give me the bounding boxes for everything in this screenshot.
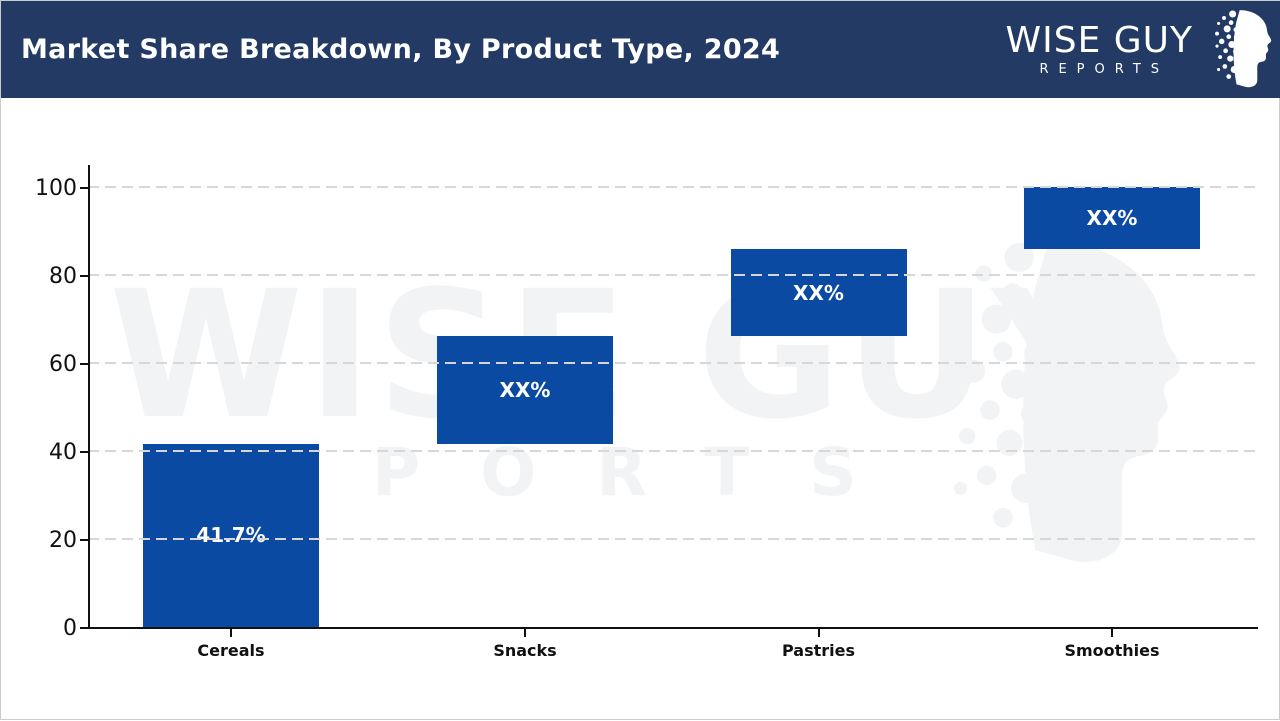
watermark-brand-name: WISE GUY [109, 253, 1124, 458]
bar-snacks: XX% [437, 335, 613, 444]
bar-value-label: 41.7% [196, 523, 266, 548]
y-tick-label-80: 80 [49, 264, 77, 289]
y-tick-label-0: 0 [63, 616, 77, 641]
brand-name: WISE GUY [1005, 20, 1193, 61]
gridline-80 [88, 274, 1258, 276]
bar-value-label: XX% [1086, 206, 1138, 231]
bar-smoothies: XX% [1024, 187, 1200, 250]
y-tick-20 [80, 539, 88, 541]
header-bar: Market Share Breakdown, By Product Type,… [1, 1, 1280, 98]
bar-value-label: XX% [499, 377, 551, 402]
x-tick-pastries [817, 629, 820, 637]
y-tick-label-100: 100 [35, 176, 77, 201]
x-label-snacks: Snacks [493, 641, 557, 660]
x-tick-cereals [230, 629, 232, 637]
x-axis-line [88, 627, 1258, 629]
x-tick-smoothies [1111, 629, 1113, 637]
dotted-face-icon [1215, 10, 1272, 88]
bar-pastries: XX% [730, 249, 907, 336]
x-label-smoothies: Smoothies [1064, 641, 1160, 660]
gridline-40 [88, 450, 1258, 452]
gridline-20 [88, 538, 1258, 540]
y-tick-40 [80, 451, 88, 453]
bar-value-label: XX% [793, 280, 844, 305]
y-tick-60 [80, 363, 88, 365]
y-tick-label-60: 60 [49, 352, 77, 377]
chart-title: Market Share Breakdown, By Product Type,… [21, 34, 781, 65]
x-tick-snacks [524, 629, 526, 637]
gridline-60 [88, 362, 1258, 364]
x-label-cereals: Cereals [197, 641, 265, 660]
x-label-pastries: Pastries [781, 641, 855, 660]
bar-cereals: 41.7% [143, 443, 319, 627]
y-tick-100 [80, 187, 88, 189]
y-tick-label-40: 40 [49, 440, 77, 465]
y-axis-line [88, 165, 90, 629]
y-tick-80 [80, 275, 88, 277]
y-tick-0 [80, 627, 88, 629]
y-tick-label-20: 20 [49, 528, 77, 553]
brand-tagline: REPORTS [1039, 62, 1170, 77]
brand-logo-text: WISE GUY REPORTS [1005, 20, 1194, 78]
gridline-100 [88, 186, 1258, 188]
brand-logo: WISE GUY REPORTS [1006, 6, 1276, 94]
